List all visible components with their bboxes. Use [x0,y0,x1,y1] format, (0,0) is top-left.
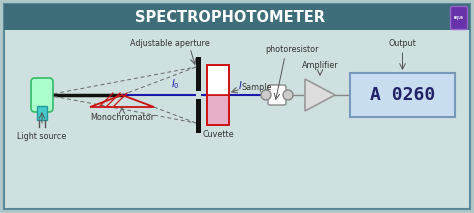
Text: SPECTROPHOTOMETER: SPECTROPHOTOMETER [135,10,325,24]
Bar [207,65,229,95]
Text: $I$: $I$ [238,79,243,91]
Bar [4,4,470,30]
Text: Cuvette: Cuvette [202,130,234,139]
Text: BYJUS: BYJUS [454,16,464,20]
FancyBboxPatch shape [450,7,467,29]
Text: Amplifier: Amplifier [301,60,338,69]
Bar [37,106,47,120]
Text: Sample: Sample [242,82,273,92]
Text: photoresistor: photoresistor [265,46,319,55]
Text: A 0260: A 0260 [370,86,435,104]
Bar [207,95,229,125]
Text: Light source: Light source [18,132,67,141]
Circle shape [283,90,293,100]
Circle shape [261,90,271,100]
Text: Monochromator: Monochromator [90,113,154,122]
Text: Output: Output [389,39,416,47]
Bar [196,91,201,99]
FancyBboxPatch shape [268,85,286,105]
FancyBboxPatch shape [31,78,53,112]
Text: Adjustable aperture: Adjustable aperture [130,39,210,47]
Bar [196,57,201,133]
Polygon shape [305,79,335,111]
Text: $I_0$: $I_0$ [171,77,179,91]
Bar [350,73,455,117]
Bar [207,65,229,125]
